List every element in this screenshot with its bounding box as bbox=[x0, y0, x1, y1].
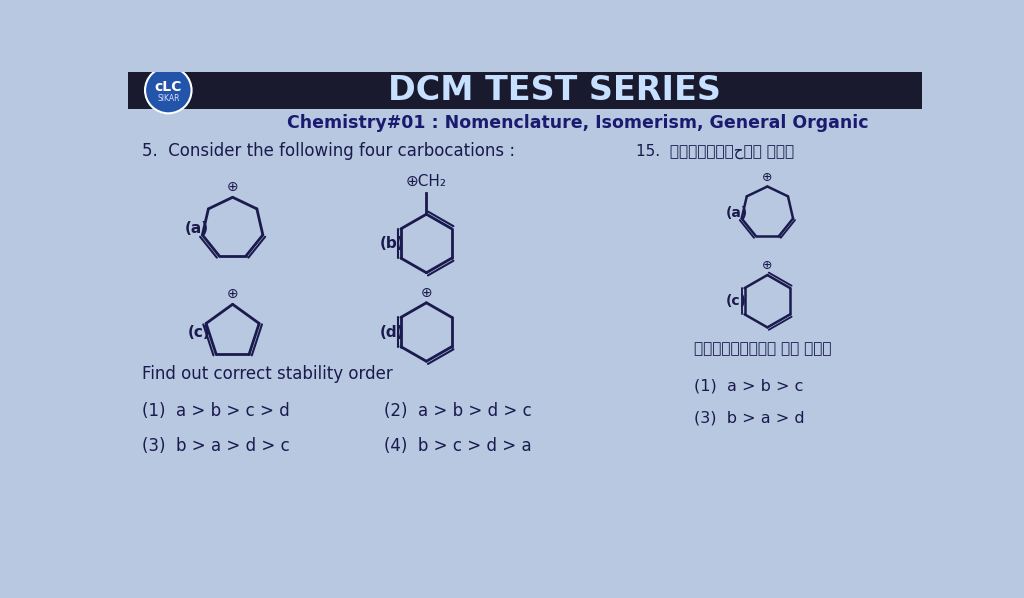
Text: (3)  b > a > d: (3) b > a > d bbox=[693, 411, 805, 426]
FancyBboxPatch shape bbox=[128, 72, 922, 109]
Text: (a): (a) bbox=[184, 221, 209, 236]
Text: ⊕: ⊕ bbox=[226, 287, 239, 301]
Text: (c): (c) bbox=[726, 294, 746, 308]
Text: स्थायित्व के सही: स्थायित्व के सही bbox=[693, 341, 831, 356]
Text: ⊕: ⊕ bbox=[762, 260, 773, 272]
Text: ⊕: ⊕ bbox=[421, 286, 432, 300]
Text: Chemistry#01 : Nomenclature, Isomerism, General Organic: Chemistry#01 : Nomenclature, Isomerism, … bbox=[287, 114, 868, 132]
Text: ⊕: ⊕ bbox=[226, 180, 239, 194]
Text: (4)  b > c > d > a: (4) b > c > d > a bbox=[384, 437, 531, 455]
Text: (c): (c) bbox=[187, 325, 210, 340]
Text: ⊕CH₂: ⊕CH₂ bbox=[406, 173, 446, 188]
Text: DCM TEST SERIES: DCM TEST SERIES bbox=[388, 74, 721, 106]
Text: (a): (a) bbox=[726, 206, 748, 219]
Text: (d): (d) bbox=[380, 325, 404, 340]
Text: (2)  a > b > d > c: (2) a > b > d > c bbox=[384, 402, 531, 420]
Text: SIKAR: SIKAR bbox=[157, 94, 179, 103]
Circle shape bbox=[145, 67, 191, 114]
Text: 15.  निम्नलिحित चार: 15. निम्नलिحित चार bbox=[636, 144, 794, 158]
Text: cLC: cLC bbox=[155, 80, 182, 94]
Text: 5.  Consider the following four carbocations :: 5. Consider the following four carbocati… bbox=[142, 142, 515, 160]
Text: (b): (b) bbox=[380, 236, 404, 251]
Text: (1)  a > b > c > d: (1) a > b > c > d bbox=[142, 402, 290, 420]
Text: ⊕: ⊕ bbox=[762, 171, 773, 184]
Text: (1)  a > b > c: (1) a > b > c bbox=[693, 379, 803, 393]
Text: Find out correct stability order: Find out correct stability order bbox=[142, 365, 392, 383]
Text: (3)  b > a > d > c: (3) b > a > d > c bbox=[142, 437, 290, 455]
